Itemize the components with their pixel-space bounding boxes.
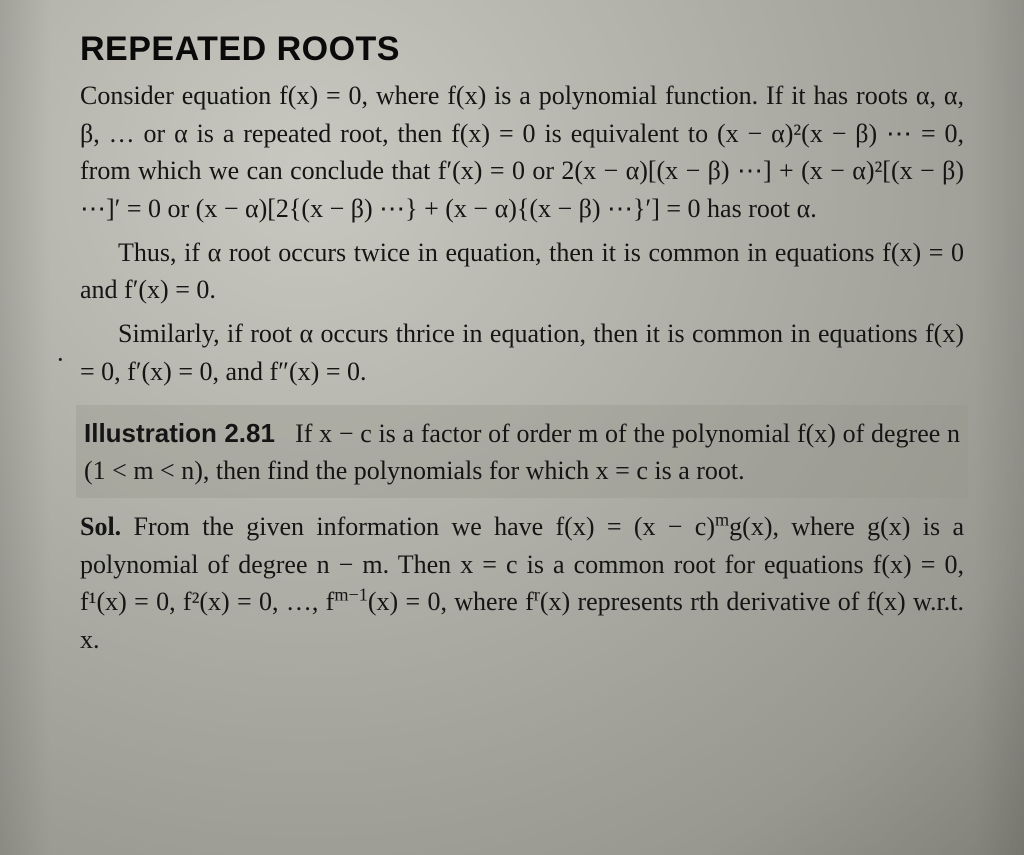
- solution-label: Sol.: [80, 512, 121, 541]
- illustration-box: Illustration 2.81 If x − c is a factor o…: [76, 405, 968, 498]
- paragraph-3: Similarly, if root α occurs thrice in eq…: [80, 315, 964, 390]
- sol-body-a: From the given information we have f(x) …: [134, 512, 715, 541]
- p1-l6: has root α.: [707, 194, 817, 223]
- sol-sup-m: m: [715, 509, 729, 529]
- p1-l1: Consider equation f(x) = 0, where f(x) i…: [80, 81, 758, 110]
- textbook-page: REPEATED ROOTS Consider equation f(x) = …: [0, 0, 1024, 855]
- solution-paragraph: Sol. From the given information we have …: [80, 508, 964, 659]
- paragraph-1: Consider equation f(x) = 0, where f(x) i…: [80, 77, 964, 228]
- sol-sup-mm1: m−1: [334, 585, 368, 605]
- margin-bullet: ·: [56, 345, 65, 375]
- sol-body-c: (x) = 0, where f: [368, 587, 534, 616]
- illustration-text: Illustration 2.81 If x − c is a factor o…: [84, 415, 960, 490]
- section-heading: REPEATED ROOTS: [80, 30, 964, 69]
- illustration-label: Illustration 2.81: [84, 418, 275, 448]
- p1-l4: conclude that f′(x) = 0 or 2(x − α)[(x −…: [290, 156, 964, 185]
- paragraph-2: Thus, if α root occurs twice in equation…: [80, 234, 964, 309]
- p1-l5: ⋯]′ = 0 or (x − α)[2{(x − β) ⋯} + (x − α…: [80, 194, 701, 223]
